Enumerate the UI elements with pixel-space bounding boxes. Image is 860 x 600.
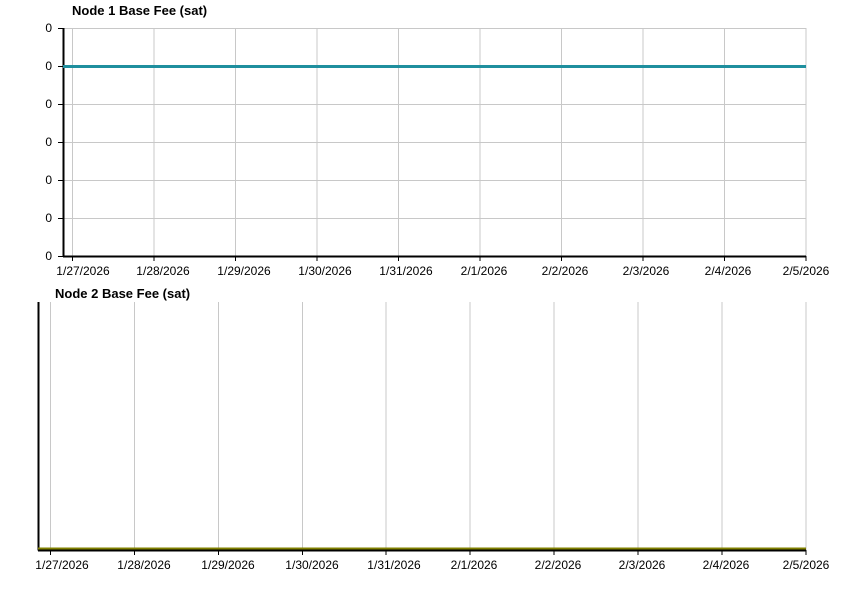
horizontal-gridlines-node-1 [63, 28, 806, 219]
x-tick-label-node-1: 1/30/2026 [298, 264, 352, 278]
y-tick-label-node-1: 0 [45, 135, 52, 149]
x-tick-label-node-2: 1/27/2026 [35, 558, 89, 572]
x-tick-label-node-1: 2/2/2026 [541, 264, 589, 278]
x-tick-label-node-2: 2/1/2026 [450, 558, 498, 572]
x-tick-label-node-1: 1/31/2026 [379, 264, 433, 278]
chart-title-node-2: Node 2 Base Fee (sat) [55, 286, 191, 301]
x-tick-label-node-2: 1/31/2026 [367, 558, 421, 572]
chart-title-node-1: Node 1 Base Fee (sat) [72, 3, 208, 18]
x-tick-marks-node-1 [71, 256, 807, 261]
x-tick-label-node-2: 2/2/2026 [534, 558, 582, 572]
x-tick-label-node-1: 2/3/2026 [622, 264, 670, 278]
x-tick-label-node-2: 2/4/2026 [702, 558, 750, 572]
x-tick-label-node-1: 2/1/2026 [460, 264, 508, 278]
x-tick-label-node-1: 1/28/2026 [136, 264, 190, 278]
x-tick-label-node-1: 1/27/2026 [56, 264, 110, 278]
x-tick-label-node-2: 1/28/2026 [117, 558, 171, 572]
x-tick-label-node-1: 2/5/2026 [782, 264, 830, 278]
x-tick-label-node-2: 2/5/2026 [782, 558, 830, 572]
y-tick-label-node-1: 0 [45, 59, 52, 73]
y-tick-marks-node-1 [58, 27, 63, 258]
plot-area-node-2 [37, 302, 807, 555]
y-tick-label-node-1: 0 [45, 97, 52, 111]
chart-panel-node-2: 1/27/2026 1/28/2026 1/29/2026 1/30/2026 … [0, 282, 860, 600]
y-tick-label-node-1: 0 [45, 21, 52, 35]
x-tick-label-node-2: 2/3/2026 [618, 558, 666, 572]
y-tick-label-node-1: 0 [45, 173, 52, 187]
x-tick-label-node-2: 1/29/2026 [201, 558, 255, 572]
x-tick-label-node-1: 1/29/2026 [217, 264, 271, 278]
x-tick-label-node-1: 2/4/2026 [704, 264, 752, 278]
plot-area-node-1 [58, 27, 807, 261]
x-tick-label-node-2: 1/30/2026 [285, 558, 339, 572]
vertical-gridlines-node-2 [50, 302, 807, 550]
x-tick-marks-node-2 [49, 550, 807, 555]
y-tick-label-node-1: 0 [45, 211, 52, 225]
chart-panel-node-1: Node 1 Base Fee (sat) [0, 0, 860, 282]
y-tick-label-node-1: 0 [45, 249, 52, 263]
